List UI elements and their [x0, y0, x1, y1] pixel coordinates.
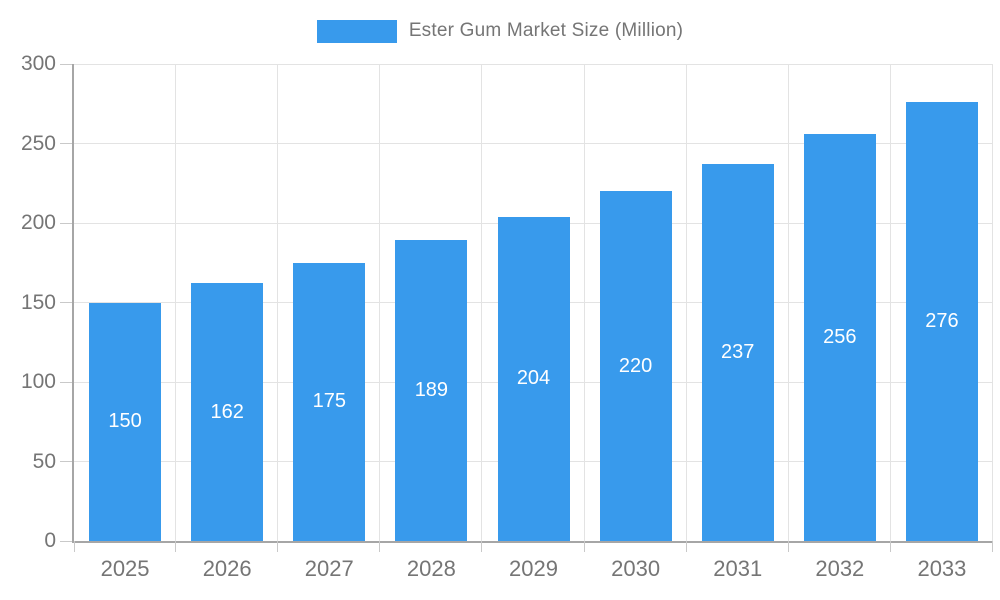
y-axis-label: 250 [20, 131, 56, 155]
y-axis-label: 200 [20, 211, 56, 234]
bar-2026: 162 [191, 283, 264, 541]
x-axis-tick [74, 541, 75, 552]
gridline-horizontal [74, 143, 993, 144]
x-axis-tick [481, 541, 483, 552]
x-axis-label: 2032 [815, 556, 865, 581]
y-axis-label: 150 [20, 290, 56, 314]
y-axis-tick [60, 143, 72, 144]
x-axis-tick [379, 541, 381, 552]
y-axis-tick [60, 461, 72, 462]
y-axis-label: 50 [32, 449, 56, 473]
bar-2029: 204 [497, 216, 570, 541]
y-axis-tick [60, 63, 72, 65]
gridline-horizontal [74, 63, 993, 65]
gridline-vertical [992, 64, 993, 541]
legend-swatch[interactable] [316, 19, 397, 43]
x-axis-label: 2031 [713, 556, 763, 581]
x-axis-tick [889, 541, 891, 552]
bar-value-label: 276 [925, 310, 959, 333]
y-axis-tick [60, 381, 72, 383]
x-axis-tick [175, 541, 177, 552]
y-axis-line [72, 64, 74, 541]
x-axis-tick [685, 541, 687, 552]
x-axis-label: 2030 [611, 556, 661, 581]
gridline-vertical [277, 64, 279, 541]
y-axis-label: 0 [44, 529, 56, 552]
bar-2032: 256 [803, 133, 876, 541]
bar-value-label: 256 [823, 325, 857, 348]
y-axis-tick [60, 222, 72, 224]
bar-2033: 276 [905, 102, 978, 541]
x-axis-label: 2033 [917, 556, 967, 581]
x-axis-label: 2028 [406, 556, 456, 581]
legend-label[interactable]: Ester Gum Market Size (Million) [408, 20, 684, 41]
x-axis-label: 2025 [100, 556, 150, 581]
gridline-vertical [685, 64, 687, 541]
x-axis-label: 2026 [202, 556, 252, 581]
gridline-vertical [583, 64, 585, 541]
x-axis-tick [277, 541, 279, 552]
x-axis-tick [992, 541, 993, 552]
gridline-vertical [175, 64, 177, 541]
gridline-vertical [379, 64, 381, 541]
x-axis-tick [583, 541, 585, 552]
y-axis-tick [60, 302, 72, 303]
bar-value-label: 237 [721, 341, 755, 364]
bar-value-label: 162 [210, 400, 244, 423]
y-axis-tick [60, 540, 72, 542]
x-axis-label: 2029 [509, 556, 558, 581]
gridline-vertical [787, 64, 789, 541]
bar-value-label: 189 [414, 379, 449, 402]
bar-2027: 175 [293, 262, 366, 541]
x-axis-label: 2027 [304, 556, 354, 581]
bar-value-label: 175 [312, 390, 346, 413]
gridline-vertical [481, 64, 483, 541]
bar-value-label: 150 [108, 410, 142, 433]
bar-2030: 220 [599, 191, 672, 541]
chart-legend: Ester Gum Market Size (Million) [0, 16, 1000, 46]
bar-value-label: 220 [618, 354, 653, 377]
gridline-vertical [889, 64, 891, 541]
plot-area: 0 50 100 150 200 250 300 150 2025 162 2026 175 2027 1… [21, 53, 993, 581]
bar-value-label: 204 [516, 367, 551, 390]
y-axis-label: 300 [20, 52, 56, 75]
bar-2025: 150 [89, 302, 162, 541]
bar-2031: 237 [701, 164, 774, 541]
y-axis-label: 100 [20, 370, 56, 393]
x-axis-line [72, 541, 993, 543]
x-axis-tick [787, 541, 789, 552]
bar-2028: 189 [395, 240, 468, 541]
